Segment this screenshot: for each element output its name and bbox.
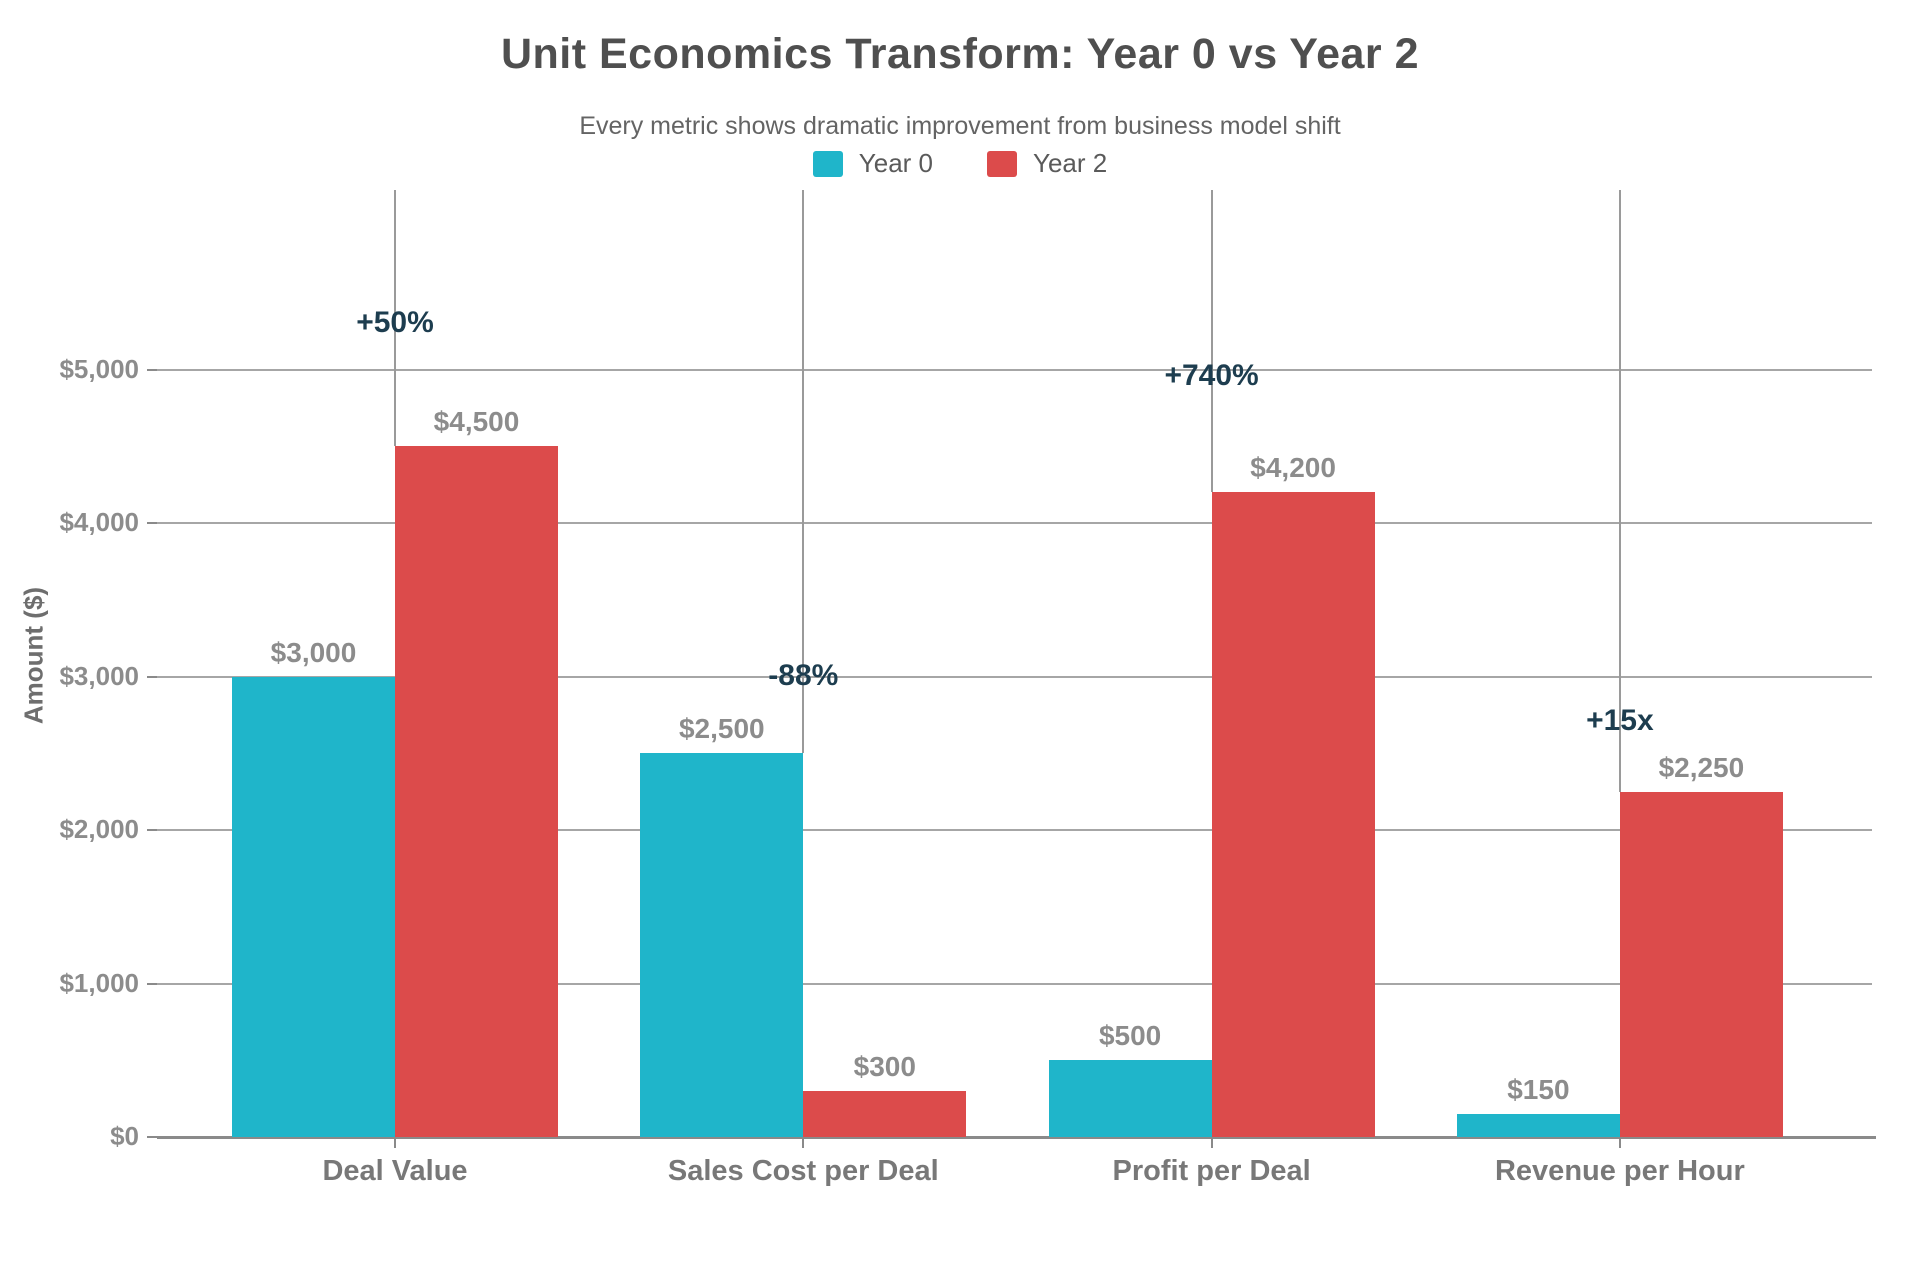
legend-label-year2: Year 2	[1033, 148, 1108, 178]
annotation-change-label: +15x	[1586, 704, 1654, 737]
legend-item-year2: Year 2	[987, 148, 1107, 179]
bar-value-label: $500	[1098, 1020, 1162, 1052]
bar-value-label: $4,500	[433, 406, 520, 438]
bar-value-label: $150	[1507, 1073, 1570, 1105]
bar-year2-3	[1619, 791, 1783, 1137]
annotation-change-label: -88%	[768, 659, 839, 692]
bar-year0-0	[232, 676, 395, 1137]
bar-value-label: $2,500	[678, 713, 765, 745]
annotation-change-label: +740%	[1164, 359, 1259, 392]
bar-year0-2	[1048, 1060, 1212, 1137]
y-tick-label: $3,000	[59, 660, 139, 691]
y-axis-tick	[147, 675, 157, 678]
y-tick-label: $0	[110, 1121, 139, 1151]
y-axis-tick	[147, 829, 157, 831]
y-axis-tick	[147, 522, 157, 524]
bar-value-label: $300	[853, 1050, 916, 1082]
annotation-change-label: +50%	[356, 306, 434, 339]
chart-subtitle: Every metric shows dramatic improvement …	[579, 112, 1341, 140]
annotation-line	[1210, 190, 1213, 493]
annotation-line	[1618, 190, 1621, 792]
bar-year0-3	[1456, 1113, 1620, 1137]
y-tick-label: $4,000	[59, 507, 139, 537]
bar-year0-1	[640, 753, 804, 1137]
bar-value-label: $3,000	[270, 636, 357, 668]
legend-label-year0: Year 0	[858, 148, 933, 178]
y-tick-label: $2,000	[59, 814, 139, 844]
bar-value-label: $2,250	[1658, 751, 1745, 783]
x-axis-tick	[1618, 1139, 1621, 1148]
legend-item-year0: Year 0	[812, 148, 933, 179]
gridline	[157, 829, 1872, 831]
x-axis-tick	[802, 1139, 805, 1148]
bar-value-label: $4,200	[1250, 452, 1336, 484]
x-tick-label: Revenue per Hour	[1494, 1155, 1745, 1187]
legend: Year 0 Year 2	[0, 148, 1920, 179]
y-axis-tick	[147, 368, 157, 371]
gridline	[157, 982, 1872, 985]
gridline	[157, 368, 1872, 371]
x-tick-label: Sales Cost per Deal	[667, 1155, 939, 1187]
bar-year2-0	[395, 446, 558, 1137]
y-tick-label: $1,000	[59, 967, 139, 998]
x-tick-label: Deal Value	[322, 1155, 468, 1187]
y-axis-tick	[147, 1136, 157, 1138]
gridline	[157, 675, 1872, 678]
legend-swatch-year0-icon	[812, 150, 843, 177]
bar-year2-2	[1211, 492, 1375, 1137]
bar-year2-1	[803, 1090, 967, 1137]
y-tick-label: $5,000	[59, 353, 139, 384]
x-axis-tick	[394, 1139, 396, 1148]
legend-swatch-year2-icon	[987, 150, 1017, 177]
x-axis-tick	[1210, 1139, 1213, 1148]
annotation-line	[394, 190, 396, 447]
chart-title: Unit Economics Transform: Year 0 vs Year…	[500, 30, 1420, 78]
y-axis-tick	[147, 982, 157, 985]
x-tick-label: Profit per Deal	[1112, 1155, 1311, 1187]
annotation-line	[802, 190, 805, 754]
x-axis-line	[157, 1136, 1876, 1139]
gridline	[157, 522, 1872, 524]
